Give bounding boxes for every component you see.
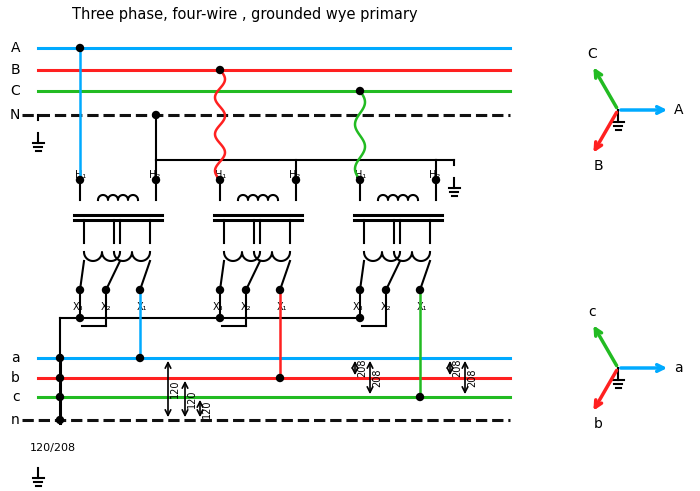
Circle shape <box>433 176 440 184</box>
Text: X₂: X₂ <box>101 302 111 312</box>
Circle shape <box>76 287 83 294</box>
Circle shape <box>276 375 284 382</box>
Text: 208: 208 <box>372 368 382 387</box>
Text: 208: 208 <box>452 359 462 377</box>
Circle shape <box>57 416 64 424</box>
Circle shape <box>356 287 363 294</box>
Text: n: n <box>11 413 20 427</box>
Circle shape <box>136 287 144 294</box>
Text: a: a <box>11 351 20 365</box>
Circle shape <box>356 176 363 184</box>
Text: C: C <box>10 84 20 98</box>
Circle shape <box>216 176 223 184</box>
Circle shape <box>57 375 64 382</box>
Text: H₁: H₁ <box>216 170 227 180</box>
Circle shape <box>136 355 144 361</box>
Circle shape <box>216 287 223 294</box>
Text: X₂: X₂ <box>241 302 251 312</box>
Text: X₃: X₃ <box>73 302 83 312</box>
Circle shape <box>57 355 64 361</box>
Text: Three phase, four-wire , grounded wye primary: Three phase, four-wire , grounded wye pr… <box>72 6 418 22</box>
Text: X₃: X₃ <box>353 302 363 312</box>
Circle shape <box>76 176 83 184</box>
Text: c: c <box>588 305 596 319</box>
Circle shape <box>57 393 64 401</box>
Text: X₁: X₁ <box>276 302 287 312</box>
Text: C: C <box>587 47 597 61</box>
Circle shape <box>242 287 249 294</box>
Text: H₂: H₂ <box>289 170 300 180</box>
Text: X₁: X₁ <box>136 302 147 312</box>
Text: 120/208: 120/208 <box>30 443 76 453</box>
Text: 120: 120 <box>170 380 180 398</box>
Circle shape <box>76 45 83 52</box>
Text: 208: 208 <box>357 359 367 377</box>
Text: c: c <box>13 390 20 404</box>
Circle shape <box>153 176 160 184</box>
Circle shape <box>216 66 223 74</box>
Text: 208: 208 <box>467 368 477 387</box>
Text: A: A <box>10 41 20 55</box>
Circle shape <box>416 287 424 294</box>
Text: 120: 120 <box>187 390 197 408</box>
Text: a: a <box>674 361 682 375</box>
Text: B: B <box>10 63 20 77</box>
Text: X₁: X₁ <box>416 302 427 312</box>
Text: 120: 120 <box>202 399 212 418</box>
Circle shape <box>276 287 284 294</box>
Circle shape <box>356 315 363 322</box>
Text: H₁: H₁ <box>76 170 87 180</box>
Circle shape <box>382 287 389 294</box>
Circle shape <box>76 315 83 322</box>
Circle shape <box>216 315 223 322</box>
Circle shape <box>356 87 363 94</box>
Text: N: N <box>10 108 20 122</box>
Text: B: B <box>594 159 603 173</box>
Text: X₂: X₂ <box>381 302 391 312</box>
Text: H₂: H₂ <box>429 170 440 180</box>
Text: H₂: H₂ <box>149 170 160 180</box>
Circle shape <box>102 287 109 294</box>
Text: b: b <box>594 417 603 431</box>
Text: b: b <box>11 371 20 385</box>
Text: H₁: H₁ <box>356 170 367 180</box>
Circle shape <box>416 393 424 401</box>
Circle shape <box>293 176 300 184</box>
Circle shape <box>153 111 160 118</box>
Text: A: A <box>674 103 683 117</box>
Text: X₃: X₃ <box>213 302 223 312</box>
